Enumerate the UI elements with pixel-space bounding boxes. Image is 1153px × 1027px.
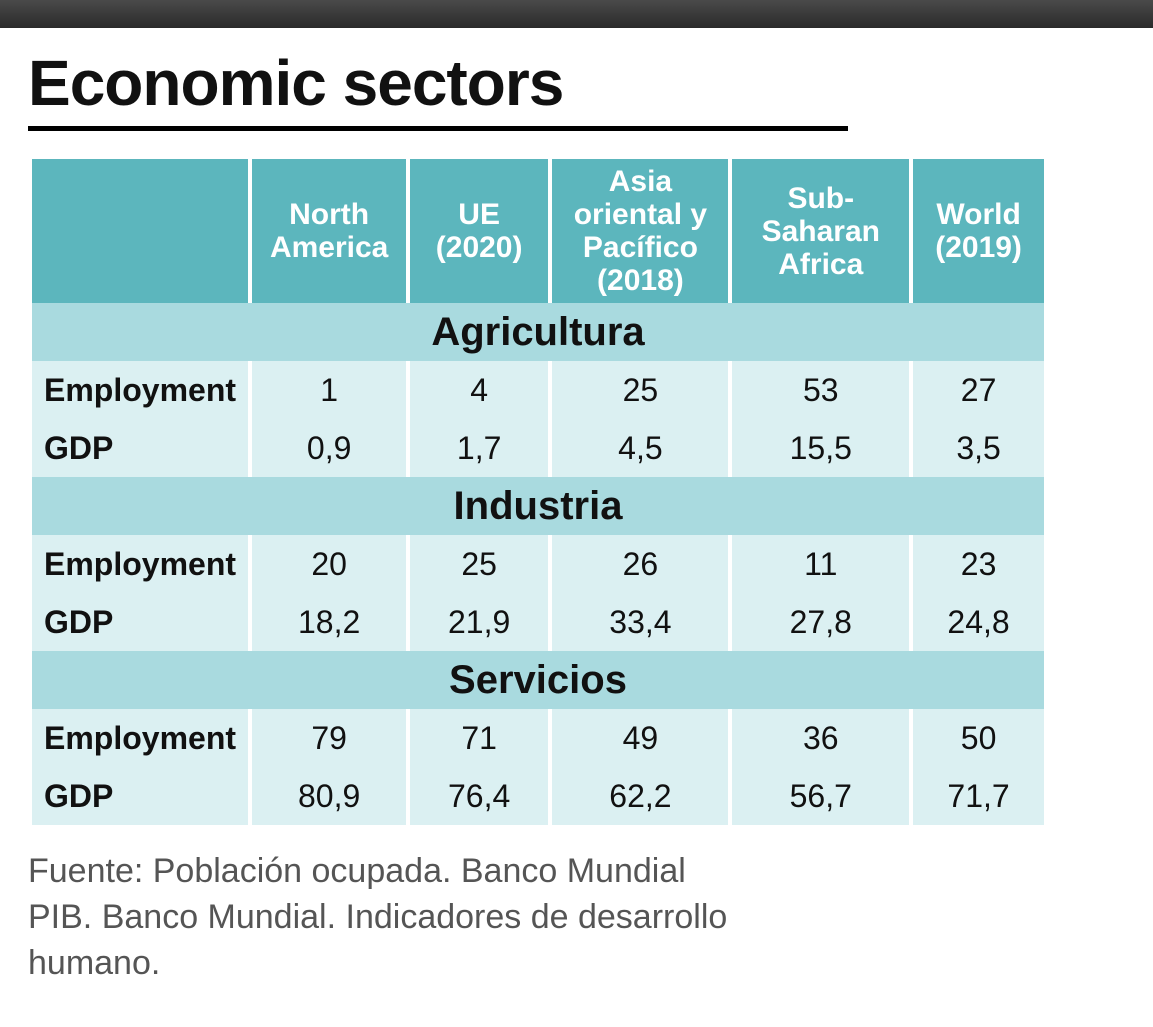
table-row: Employment 1 4 25 53 27 [32,361,1044,419]
table-row: GDP 0,9 1,7 4,5 15,5 3,5 [32,419,1044,477]
cell: 3,5 [913,419,1044,477]
cell: 23 [913,535,1044,593]
cell: 1 [252,361,405,419]
table-body: Agricultura Employment 1 4 25 53 27 GDP … [32,303,1044,825]
cell: 80,9 [252,767,405,825]
section-agricultura: Agricultura [32,303,1044,361]
cell: 18,2 [252,593,405,651]
sectors-table: North America UE (2020) Asia oriental y … [28,159,1048,825]
section-industria: Industria [32,477,1044,535]
cell: 79 [252,709,405,767]
content: Economic sectors North America UE (2020)… [0,28,1153,1027]
cell: 27 [913,361,1044,419]
cell: 4 [410,361,549,419]
row-label: GDP [32,419,248,477]
row-label: Employment [32,361,248,419]
source-text: Fuente: Población ocupada. Banco Mundial… [28,849,978,987]
cell: 25 [552,361,728,419]
top-bar [0,0,1153,28]
table-row: Employment 20 25 26 11 23 [32,535,1044,593]
section-label: Agricultura [32,303,1044,361]
cell: 50 [913,709,1044,767]
header-ue: UE (2020) [410,159,549,303]
table-row: GDP 80,9 76,4 62,2 56,7 71,7 [32,767,1044,825]
section-label: Industria [32,477,1044,535]
source-line: PIB. Banco Mundial. Indicadores de desar… [28,895,978,941]
cell: 76,4 [410,767,549,825]
source-line: humano. [28,941,978,987]
header-asia-pacific: Asia oriental y Pacífico (2018) [552,159,728,303]
cell: 15,5 [732,419,909,477]
header-row: North America UE (2020) Asia oriental y … [32,159,1044,303]
cell: 26 [552,535,728,593]
row-label: GDP [32,767,248,825]
row-label: Employment [32,535,248,593]
row-label: GDP [32,593,248,651]
cell: 62,2 [552,767,728,825]
cell: 53 [732,361,909,419]
row-label: Employment [32,709,248,767]
cell: 49 [552,709,728,767]
cell: 33,4 [552,593,728,651]
cell: 24,8 [913,593,1044,651]
cell: 71,7 [913,767,1044,825]
cell: 36 [732,709,909,767]
cell: 20 [252,535,405,593]
title-rule [28,126,848,131]
cell: 0,9 [252,419,405,477]
cell: 11 [732,535,909,593]
cell: 56,7 [732,767,909,825]
header-sub-saharan: Sub-Saharan Africa [732,159,909,303]
cell: 27,8 [732,593,909,651]
cell: 21,9 [410,593,549,651]
cell: 71 [410,709,549,767]
section-servicios: Servicios [32,651,1044,709]
table-row: Employment 79 71 49 36 50 [32,709,1044,767]
header-world: World (2019) [913,159,1044,303]
page-title: Economic sectors [28,46,1125,120]
header-north-america: North America [252,159,405,303]
cell: 25 [410,535,549,593]
header-empty [32,159,248,303]
source-line: Fuente: Población ocupada. Banco Mundial [28,849,978,895]
cell: 4,5 [552,419,728,477]
table-row: GDP 18,2 21,9 33,4 27,8 24,8 [32,593,1044,651]
cell: 1,7 [410,419,549,477]
section-label: Servicios [32,651,1044,709]
